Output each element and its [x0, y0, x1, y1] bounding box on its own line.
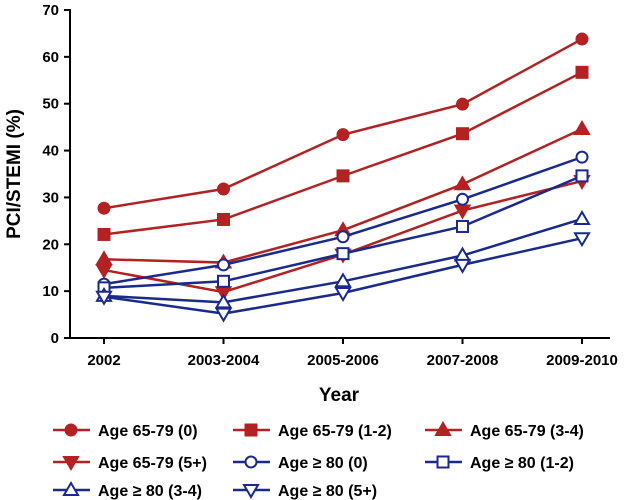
legend-label: Age 65-79 (5+)	[98, 455, 207, 472]
legend-label: Age ≥ 80 (0)	[278, 455, 368, 472]
legend-label: Age 65-79 (3-4)	[470, 423, 584, 440]
legend-item: Age ≥ 80 (5+)	[233, 483, 377, 500]
data-point	[453, 175, 472, 191]
legend-item: Age 65-79 (0)	[53, 423, 198, 440]
series-age-65-79-3-4	[95, 120, 591, 269]
legend-item: Age ≥ 80 (3-4)	[53, 481, 202, 500]
legend-marker	[244, 423, 258, 437]
legend-marker	[242, 484, 260, 499]
axes	[69, 9, 610, 339]
data-point	[217, 258, 230, 272]
x-ticks: 2002 2003-2004 2005-2006 2007-2008 2009-2010	[87, 338, 618, 369]
x-tick-label: 2009-2010	[546, 352, 618, 369]
series-age-ge-80-1-2	[97, 169, 589, 295]
x-axis-title: Year	[319, 385, 360, 406]
data-point	[573, 209, 591, 225]
x-tick-label: 2003-2004	[188, 352, 260, 369]
y-tick-label: 10	[42, 283, 59, 300]
data-point	[97, 201, 111, 215]
y-tick-label: 30	[42, 189, 59, 206]
data-point	[456, 127, 469, 141]
data-point	[573, 120, 591, 136]
data-point	[217, 182, 230, 196]
data-point	[334, 287, 352, 303]
legend-label: Age ≥ 80 (1-2)	[470, 455, 574, 472]
data-point	[334, 272, 352, 288]
data-point	[336, 169, 350, 183]
series-age-65-79-0	[97, 32, 589, 215]
legend-marker	[62, 481, 80, 496]
data-point	[336, 247, 350, 261]
x-tick-label: 2005-2006	[307, 352, 379, 369]
y-ticks: 0 10 20 30 40 50 60 70	[42, 2, 70, 347]
x-tick-label: 2002	[87, 352, 120, 369]
data-point	[575, 169, 589, 183]
y-tick-label: 0	[51, 330, 59, 347]
series-age-ge-80-5	[95, 232, 591, 323]
data-point	[97, 227, 111, 241]
data-point	[575, 65, 589, 79]
y-axis-title: PCI/STEMI (%)	[4, 109, 25, 239]
data-point	[95, 264, 113, 280]
legend: Age 65-79 (0) Age 65-79 (1-2) Age 65-79 (3…	[53, 421, 584, 500]
y-tick-label: 70	[42, 2, 59, 19]
data-point	[573, 232, 591, 248]
legend-item: Age 65-79 (1-2)	[233, 423, 392, 440]
series-layer	[95, 32, 591, 323]
legend-item: Age ≥ 80 (1-2)	[425, 455, 574, 472]
series-age-65-79-1-2	[97, 65, 589, 241]
data-point	[214, 307, 233, 323]
data-point	[217, 274, 230, 288]
y-tick-label: 20	[42, 236, 59, 253]
y-tick-label: 40	[42, 143, 59, 160]
data-point	[456, 97, 469, 111]
legend-item: Age 65-79 (5+)	[53, 455, 207, 472]
data-point	[453, 258, 472, 274]
legend-label: Age 65-79 (1-2)	[278, 423, 392, 440]
y-tick-label: 60	[42, 49, 59, 66]
data-point	[214, 293, 233, 309]
legend-marker	[244, 455, 258, 469]
data-point	[575, 32, 589, 46]
y-tick-label: 50	[42, 96, 59, 113]
data-point	[217, 212, 230, 226]
x-tick-label: 2007-2008	[427, 352, 499, 369]
legend-marker	[434, 421, 452, 436]
legend-marker	[436, 455, 450, 469]
data-point	[336, 230, 350, 244]
data-point	[456, 192, 469, 206]
legend-item: Age ≥ 80 (0)	[233, 455, 368, 472]
series-line	[103, 71, 583, 236]
data-point	[456, 219, 469, 233]
legend-label: Age ≥ 80 (5+)	[278, 483, 377, 500]
data-point	[95, 290, 113, 306]
data-point	[575, 150, 589, 164]
legend-label: Age ≥ 80 (3-4)	[98, 483, 202, 500]
legend-item: Age 65-79 (3-4)	[425, 421, 584, 440]
legend-label: Age 65-79 (0)	[98, 423, 198, 440]
data-point	[336, 128, 350, 142]
legend-marker	[64, 423, 78, 437]
legend-marker	[62, 456, 80, 471]
